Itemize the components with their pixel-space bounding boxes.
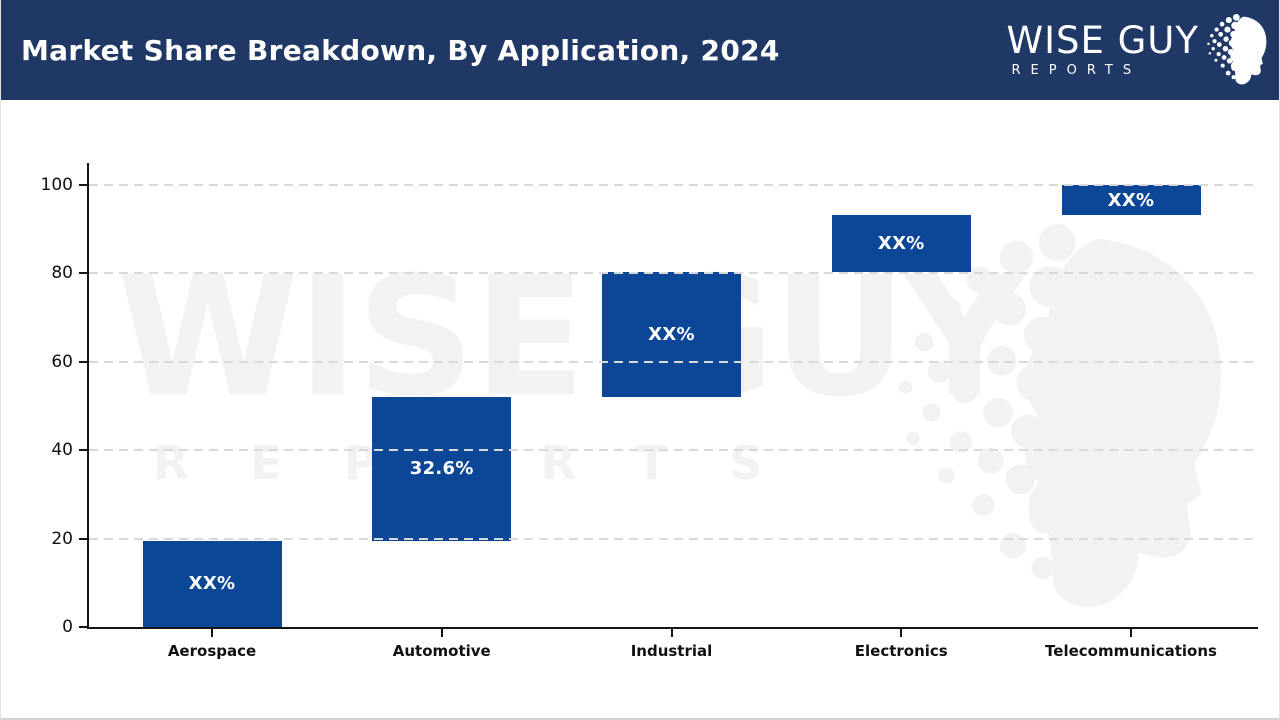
y-tick bbox=[79, 272, 87, 275]
y-tick-label: 0 bbox=[62, 617, 73, 637]
bar-value-label: XX% bbox=[648, 323, 695, 345]
y-tick bbox=[79, 449, 87, 452]
market-share-chart: WISE GUY REPORTS 020406080100XX%Aerospac… bbox=[1, 100, 1279, 718]
y-tick bbox=[79, 184, 87, 186]
gridline-40 bbox=[89, 449, 1258, 452]
header: Market Share Breakdown, By Application, … bbox=[1, 0, 1279, 100]
gridline-80 bbox=[89, 272, 1258, 275]
y-tick bbox=[79, 537, 87, 540]
y-tick-label: 40 bbox=[51, 440, 73, 461]
y-tick-label: 100 bbox=[40, 175, 73, 195]
bar-aerospace: XX% bbox=[142, 540, 282, 627]
y-tick-label: 60 bbox=[51, 351, 73, 372]
bar-industrial: XX% bbox=[602, 271, 741, 397]
logo-text: WISE GUY REPORTS bbox=[1007, 22, 1199, 78]
x-tick bbox=[900, 629, 903, 637]
wiseguy-face-icon bbox=[1207, 13, 1267, 85]
page-title: Market Share Breakdown, By Application, … bbox=[21, 33, 780, 67]
x-tick bbox=[211, 629, 213, 637]
bar-electronics: XX% bbox=[831, 215, 971, 272]
x-tick-label: Industrial bbox=[630, 642, 713, 660]
y-axis-line bbox=[87, 163, 89, 629]
bar-value-label: XX% bbox=[877, 232, 925, 254]
y-tick bbox=[79, 626, 87, 628]
gridline-20 bbox=[89, 537, 1258, 540]
gridline-60 bbox=[89, 360, 1258, 363]
y-tick bbox=[79, 360, 87, 363]
x-tick bbox=[670, 629, 673, 637]
y-tick-label: 80 bbox=[51, 263, 73, 284]
bar-value-label: XX% bbox=[188, 573, 236, 595]
bar-automotive: 32.6% bbox=[372, 396, 512, 541]
gridline-100 bbox=[89, 184, 1258, 186]
bar-telecommunications: XX% bbox=[1061, 185, 1201, 216]
logo-subtitle: REPORTS bbox=[1011, 63, 1142, 78]
x-tick-label: Automotive bbox=[392, 642, 491, 660]
logo-wordmark: WISE GUY bbox=[1006, 19, 1199, 62]
x-tick-label: Electronics bbox=[854, 642, 948, 660]
y-tick-label: 20 bbox=[51, 528, 73, 549]
x-tick-label: Aerospace bbox=[167, 642, 257, 660]
wiseguy-logo: WISE GUY REPORTS bbox=[1007, 10, 1271, 90]
x-axis-line bbox=[87, 627, 1258, 629]
x-tick bbox=[440, 629, 443, 637]
bar-value-label: XX% bbox=[1107, 189, 1155, 211]
x-tick-label: Telecommunications bbox=[1045, 642, 1217, 660]
x-tick bbox=[1130, 629, 1132, 637]
bar-value-label: 32.6% bbox=[409, 458, 474, 480]
